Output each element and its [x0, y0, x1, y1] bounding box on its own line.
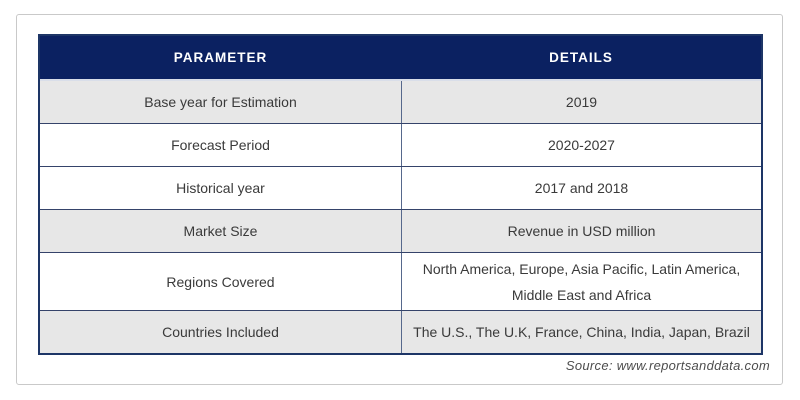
details-cell: 2019 — [401, 81, 761, 123]
source-caption: Source: www.reportsanddata.com — [565, 358, 770, 373]
column-header-details: DETAILS — [549, 49, 613, 65]
table-row-market-size: Market Size Revenue in USD million — [40, 209, 761, 252]
parameter-cell: Regions Covered — [166, 273, 275, 290]
details-cell: North America, Europe, Asia Pacific, Lat… — [401, 253, 761, 310]
table-row-base-year: Base year for Estimation 2019 — [40, 79, 761, 123]
parameter-cell: Forecast Period — [171, 137, 270, 153]
table-header-row: PARAMETER DETAILS — [40, 36, 761, 79]
parameter-cell: Countries Included — [162, 324, 279, 340]
table-row-historical-year: Historical year 2017 and 2018 — [40, 166, 761, 209]
details-line: North America, Europe, Asia Pacific, Lat… — [422, 260, 741, 277]
parameter-cell: Historical year — [176, 180, 265, 196]
column-header-parameter: PARAMETER — [173, 49, 268, 65]
table-row-forecast-period: Forecast Period 2020-2027 — [40, 123, 761, 166]
details-cell: Revenue in USD million — [401, 210, 761, 252]
table-row-countries-included: Countries Included The U.S., The U.K, Fr… — [40, 310, 761, 353]
parameter-cell: Base year for Estimation — [144, 94, 297, 110]
parameter-cell: Market Size — [183, 223, 258, 239]
details-cell: 2020-2027 — [401, 124, 761, 166]
details-cell: 2017 and 2018 — [401, 167, 761, 209]
details-cell: The U.S., The U.K, France, China, India,… — [401, 311, 761, 353]
details-line: Middle East and Africa — [511, 286, 652, 303]
table-row-regions-covered: Regions Covered North America, Europe, A… — [40, 252, 761, 310]
report-scope-table: PARAMETER DETAILS Base year for Estimati… — [38, 34, 763, 355]
